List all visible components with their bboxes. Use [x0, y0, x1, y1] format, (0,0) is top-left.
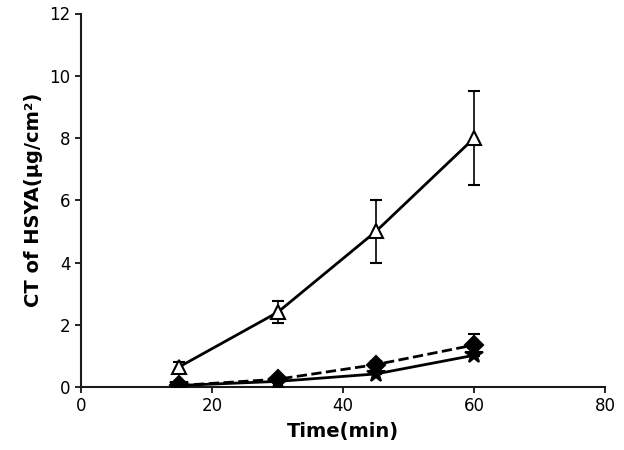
- X-axis label: Time(min): Time(min): [287, 423, 399, 441]
- Y-axis label: CT of HSYA(μg/cm²): CT of HSYA(μg/cm²): [24, 93, 42, 307]
